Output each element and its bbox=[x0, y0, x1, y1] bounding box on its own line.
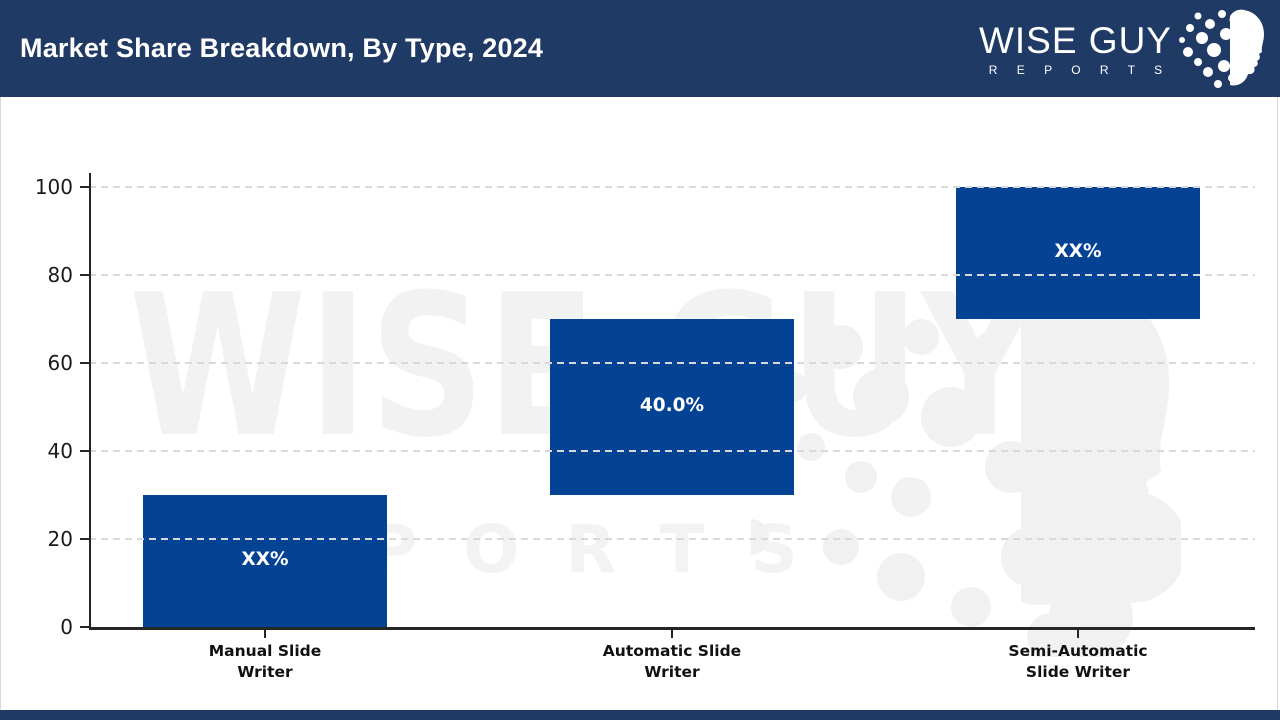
footer-bar bbox=[0, 710, 1280, 720]
y-tick bbox=[80, 538, 89, 540]
gridline-80 bbox=[89, 274, 1255, 276]
logo-text: WISE GUY R E P O R T S bbox=[979, 22, 1172, 77]
y-tick-label-40: 40 bbox=[47, 439, 73, 463]
chart-area: WISE GUY REPORTS XX% 40.0% XX% bbox=[0, 97, 1278, 710]
x-tick bbox=[264, 630, 266, 638]
y-axis-line bbox=[89, 173, 91, 629]
y-tick bbox=[80, 362, 89, 364]
x-axis-line bbox=[89, 627, 1255, 630]
bar-label-semi-automatic: XX% bbox=[1054, 241, 1102, 262]
y-tick bbox=[80, 626, 89, 628]
x-label-semi-automatic-slide-writer: Semi-Automatic Slide Writer bbox=[1008, 642, 1148, 681]
header-bar: Market Share Breakdown, By Type, 2024 WI… bbox=[0, 0, 1280, 97]
logo-subtext: R E P O R T S bbox=[988, 62, 1171, 77]
y-tick bbox=[80, 274, 89, 276]
x-tick bbox=[1077, 630, 1079, 638]
y-tick-label-20: 20 bbox=[47, 527, 73, 551]
bar-manual-slide-writer bbox=[143, 495, 387, 627]
x-label-manual-slide-writer: Manual Slide Writer bbox=[208, 642, 322, 681]
logo-face-icon bbox=[1179, 9, 1264, 88]
bar-label-manual: XX% bbox=[241, 549, 289, 570]
y-tick-label-80: 80 bbox=[47, 263, 73, 287]
gridline-60 bbox=[89, 362, 1255, 364]
y-tick bbox=[80, 450, 89, 452]
x-label-automatic-slide-writer: Automatic Slide Writer bbox=[602, 642, 742, 681]
bar-label-automatic: 40.0% bbox=[639, 395, 705, 416]
page-title: Market Share Breakdown, By Type, 2024 bbox=[20, 33, 544, 63]
y-tick-label-60: 60 bbox=[47, 351, 73, 375]
gridline-100 bbox=[89, 186, 1255, 188]
gridline-40 bbox=[89, 450, 1255, 452]
logo-wordmark: WISE GUY bbox=[978, 19, 1172, 61]
y-tick-label-100: 100 bbox=[34, 175, 73, 199]
x-tick bbox=[671, 630, 673, 638]
wise-guy-logo: WISE GUY R E P O R T S bbox=[979, 6, 1266, 92]
gridline-20 bbox=[89, 538, 1255, 540]
bar-semi-automatic-slide-writer bbox=[956, 187, 1200, 319]
y-tick-label-0: 0 bbox=[60, 615, 73, 639]
bar-automatic-slide-writer bbox=[550, 319, 794, 495]
watermark-face-icon bbox=[751, 273, 1181, 657]
y-tick bbox=[80, 186, 89, 188]
waterfall-chart: WISE GUY REPORTS XX% 40.0% XX% bbox=[1, 97, 1280, 710]
